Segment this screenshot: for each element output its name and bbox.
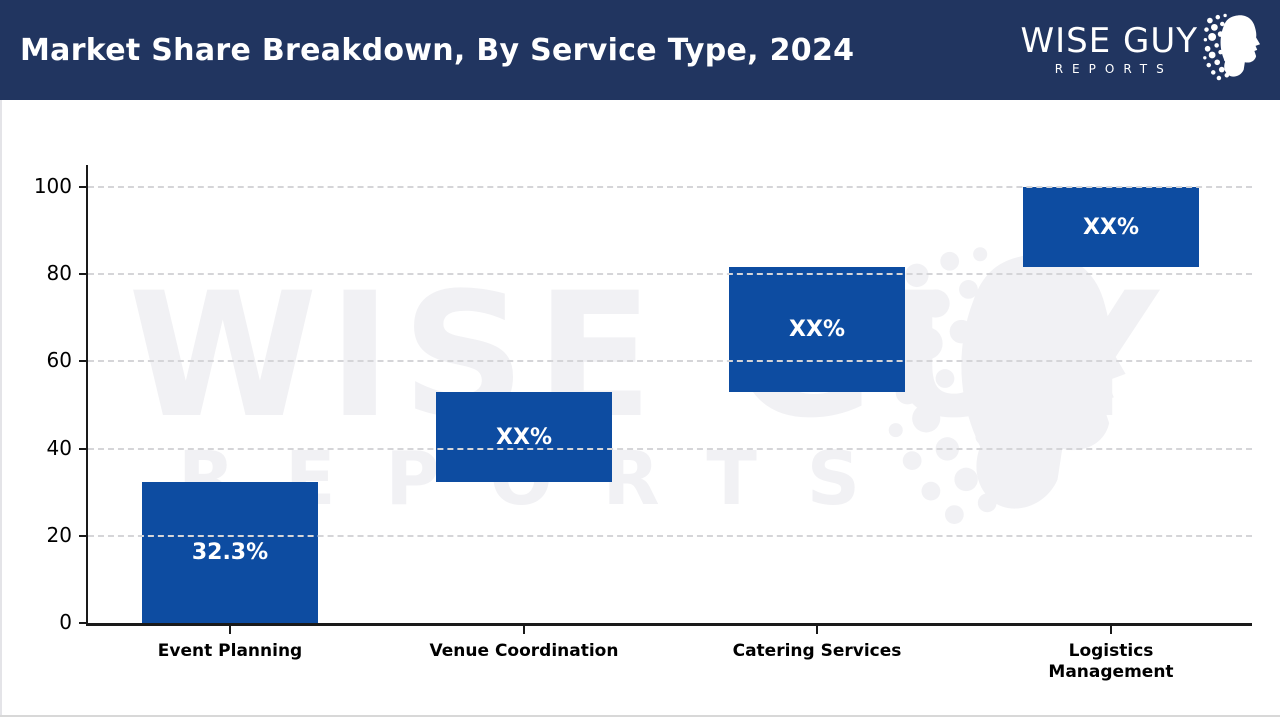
- y-tick-label-0: 0: [59, 610, 72, 634]
- y-tick-mark-60: [79, 360, 86, 363]
- gridline-60: [88, 360, 1252, 363]
- x-category-label-1: Event Planning: [157, 641, 303, 661]
- y-tick-label-20: 20: [46, 522, 72, 547]
- y-tick-mark-100: [79, 186, 86, 188]
- y-tick-mark-20: [79, 534, 86, 537]
- gridline-80: [88, 273, 1252, 276]
- gridline-40: [88, 447, 1252, 450]
- x-tick-mark-2: [523, 626, 525, 634]
- logo-wordmark: WISE GUY: [1020, 21, 1198, 61]
- x-category-label-2: Venue Coordination: [429, 641, 619, 661]
- gridline-100: [88, 186, 1252, 188]
- y-tick-label-60: 60: [46, 348, 72, 373]
- y-tick-label-40: 40: [46, 435, 72, 460]
- plot-area: 32.3% XX% XX% XX% 0 20 40 60 80 100 Event Planning…: [0, 100, 1280, 720]
- bar-segment-3: XX%: [729, 267, 905, 393]
- bar-value-label: XX%: [789, 317, 845, 343]
- x-tick-mark-4: [1110, 626, 1112, 634]
- y-axis-line: [86, 165, 88, 626]
- x-tick-mark-3: [816, 626, 818, 634]
- bar-value-label: XX%: [496, 424, 552, 450]
- y-tick-label-80: 80: [46, 261, 72, 286]
- x-axis-line: [86, 623, 1252, 626]
- page-title: Market Share Breakdown, By Service Type,…: [20, 32, 855, 68]
- y-tick-mark-0: [79, 622, 86, 624]
- logo-text: WISE GUY REPORTS: [1020, 24, 1198, 76]
- x-category-label-4: Logistics Management: [1048, 641, 1174, 682]
- bar-segment-1: 32.3%: [142, 482, 318, 623]
- left-edge-line: [0, 100, 2, 717]
- header-bar: Market Share Breakdown, By Service Type,…: [0, 0, 1280, 100]
- bar-segment-4: XX%: [1023, 187, 1199, 268]
- x-category-label-3: Catering Services: [732, 641, 902, 661]
- y-tick-mark-80: [79, 273, 86, 276]
- bar-value-label: 32.3%: [191, 540, 269, 566]
- gridline-20: [88, 534, 1252, 537]
- y-tick-label-100: 100: [33, 174, 72, 198]
- bottom-edge-line: [0, 715, 1280, 717]
- dotted-profile-head-icon: [1203, 13, 1261, 81]
- bar-value-label: XX%: [1083, 214, 1139, 240]
- x-tick-mark-1: [229, 626, 231, 634]
- wise-guy-logo: WISE GUY REPORTS: [1020, 0, 1268, 100]
- logo-subtitle: REPORTS: [1054, 62, 1173, 76]
- y-tick-mark-40: [79, 447, 86, 450]
- bar-segment-2: XX%: [436, 392, 612, 483]
